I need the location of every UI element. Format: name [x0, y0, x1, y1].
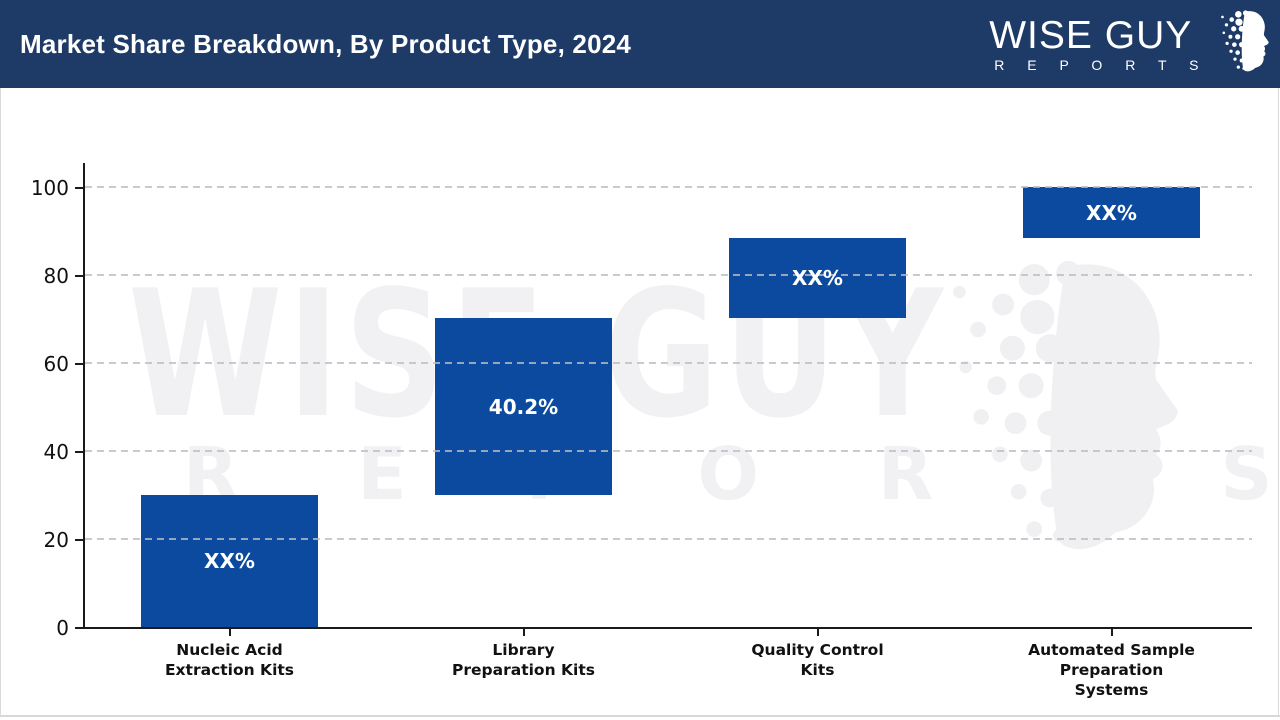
- logo-text: WISE GUY R E P O R T S: [989, 16, 1208, 72]
- y-tick-label: 60: [43, 352, 69, 376]
- y-tick-40: [75, 451, 83, 453]
- page-right-border: [1278, 88, 1279, 716]
- gridline-y-60: [85, 362, 1252, 364]
- y-tick-100: [75, 187, 83, 189]
- y-tick-label: 100: [30, 176, 69, 200]
- bar-2: [435, 318, 612, 495]
- x-tick-label: Nucleic Acid Extraction Kits: [164, 641, 295, 679]
- x-tick-3: [816, 629, 819, 636]
- bar-4: [1023, 187, 1200, 239]
- logo-wordmark: WISE GUY: [989, 14, 1193, 57]
- bar-1: [141, 495, 318, 627]
- bar-3: [729, 238, 906, 319]
- y-tick-20: [75, 539, 83, 541]
- bar-value-label: XX%: [792, 266, 843, 291]
- gridline-y-80: [85, 274, 1252, 276]
- logo: WISE GUY R E P O R T S: [989, 4, 1270, 84]
- gridline-y-20: [85, 538, 1252, 540]
- x-tick-label: Automated Sample Preparation Systems: [1028, 641, 1195, 699]
- x-axis-line: [83, 627, 1252, 629]
- x-tick-label: Quality Control Kits: [751, 641, 884, 679]
- y-axis-line: [83, 163, 85, 629]
- page-bottom-border: [0, 715, 1280, 717]
- y-tick-60: [75, 363, 83, 365]
- y-tick-0: [75, 627, 83, 629]
- x-tick-label: Library Preparation Kits: [452, 641, 595, 679]
- gridline-y-40: [85, 450, 1252, 452]
- y-tick-label: 20: [43, 528, 69, 552]
- x-tick-2: [522, 629, 525, 636]
- bar-value-label: XX%: [1086, 200, 1137, 225]
- y-tick-label: 80: [43, 264, 69, 288]
- y-tick-label: 0: [56, 616, 69, 640]
- logo-subtitle: R E P O R T S: [994, 57, 1208, 73]
- y-tick-80: [75, 275, 83, 277]
- header-bar: Market Share Breakdown, By Product Type,…: [0, 0, 1280, 88]
- page-title: Market Share Breakdown, By Product Type,…: [20, 28, 632, 59]
- gridline-y-100: [85, 186, 1252, 188]
- x-tick-1: [228, 629, 231, 636]
- page-left-border: [0, 88, 1, 716]
- bar-value-label: 40.2%: [488, 394, 559, 419]
- logo-head-icon: [1204, 4, 1270, 84]
- bar-value-label: XX%: [204, 549, 255, 573]
- x-tick-4: [1110, 629, 1113, 636]
- y-tick-label: 40: [43, 440, 69, 464]
